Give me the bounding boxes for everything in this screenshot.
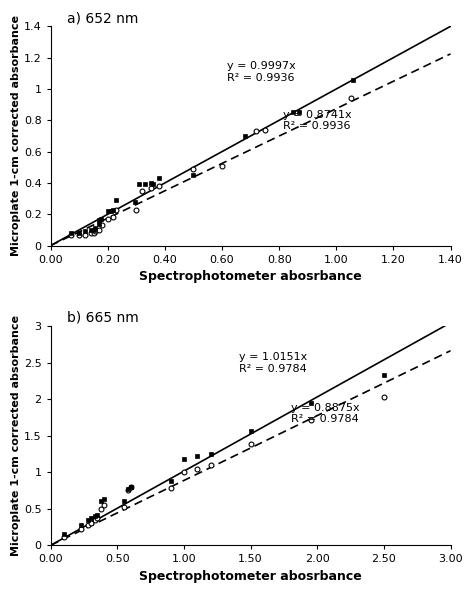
X-axis label: Spectrophotometer abosrbance: Spectrophotometer abosrbance xyxy=(139,570,362,583)
Text: a) 652 nm: a) 652 nm xyxy=(67,11,138,25)
Y-axis label: Microplate 1-cm corrected absorbance: Microplate 1-cm corrected absorbance xyxy=(11,315,21,556)
Text: y = 1.0151x
R² = 0.9784: y = 1.0151x R² = 0.9784 xyxy=(238,352,307,374)
Y-axis label: Microplate 1-cm corrected absorbance: Microplate 1-cm corrected absorbance xyxy=(11,15,21,257)
Text: y = 0.8875x
R² = 0.9784: y = 0.8875x R² = 0.9784 xyxy=(291,403,359,424)
Text: y = 0.8741x
R² = 0.9936: y = 0.8741x R² = 0.9936 xyxy=(283,109,351,131)
Text: y = 0.9997x
R² = 0.9936: y = 0.9997x R² = 0.9936 xyxy=(227,61,295,83)
X-axis label: Spectrophotometer abosrbance: Spectrophotometer abosrbance xyxy=(139,270,362,283)
Text: b) 665 nm: b) 665 nm xyxy=(67,311,138,325)
